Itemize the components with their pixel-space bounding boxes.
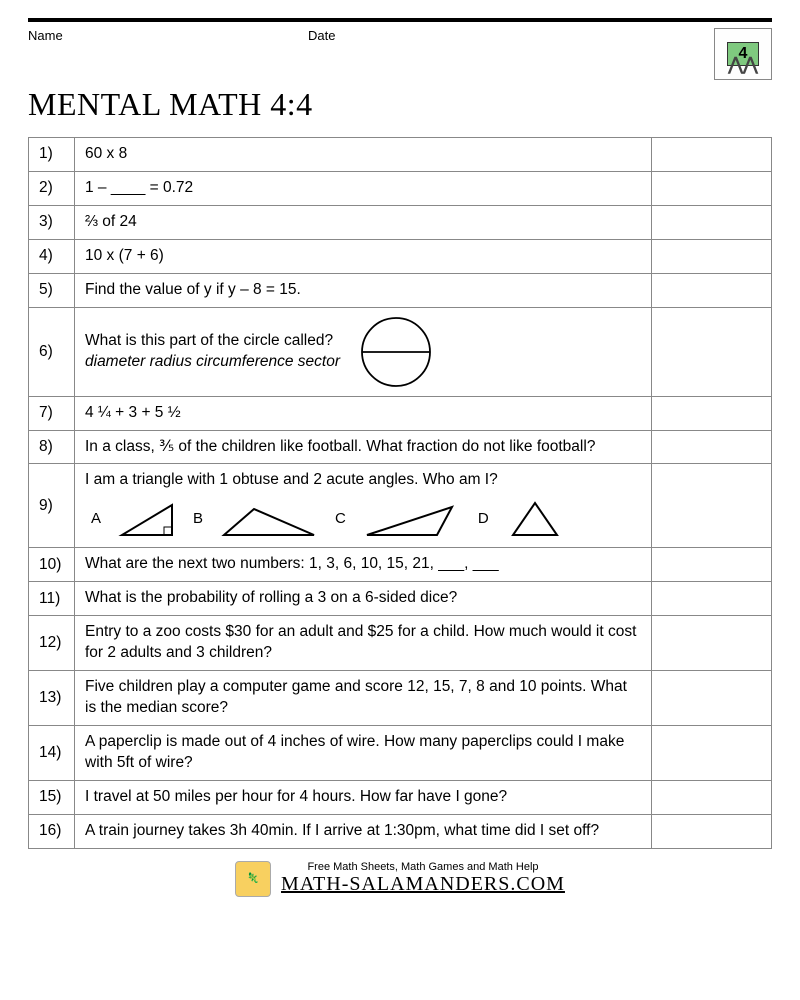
question-row: 1)60 x 8 [29,138,772,172]
question-row: 8)In a class, ⅗ of the children like foo… [29,430,772,464]
question-number: 13) [29,671,75,726]
question-number: 14) [29,725,75,780]
triangle-label: C [329,509,352,529]
triangle-option-icon [219,497,319,541]
easel-legs-icon: ⋀⋀ [728,54,758,75]
question-text: 60 x 8 [75,138,652,172]
question-number: 16) [29,814,75,848]
footer-brand: MATH-SALAMANDERS.COM [281,873,565,896]
question-text: ⅔ of 24 [75,205,652,239]
question-text: What is this part of the circle called?d… [75,307,652,396]
question-row: 3)⅔ of 24 [29,205,772,239]
question-number: 3) [29,205,75,239]
question-text: Find the value of y if y – 8 = 15. [75,273,652,307]
question-row: 6)What is this part of the circle called… [29,307,772,396]
question-row: 13)Five children play a computer game an… [29,671,772,726]
answer-cell[interactable] [652,548,772,582]
question-row: 15)I travel at 50 miles per hour for 4 h… [29,780,772,814]
question-number: 15) [29,780,75,814]
question-row: 2)1 – ____ = 0.72 [29,171,772,205]
question-text: In a class, ⅗ of the children like footb… [75,430,652,464]
question-text: Entry to a zoo costs $30 for an adult an… [75,616,652,671]
question-row: 16)A train journey takes 3h 40min. If I … [29,814,772,848]
question-row: 5)Find the value of y if y – 8 = 15. [29,273,772,307]
triangle-option-icon [362,497,462,541]
triangle-option-icon [505,497,565,541]
question-text: What is the probability of rolling a 3 o… [75,582,652,616]
question-row: 9)I am a triangle with 1 obtuse and 2 ac… [29,464,772,548]
answer-cell[interactable] [652,725,772,780]
circle-diagram-icon [358,314,434,390]
question-number: 9) [29,464,75,548]
question-text: What are the next two numbers: 1, 3, 6, … [75,548,652,582]
worksheet-title: MENTAL MATH 4:4 [28,86,772,123]
footer: 🦎 Free Math Sheets, Math Games and Math … [28,861,772,897]
grade-badge: 4 ⋀⋀ [714,28,772,80]
question-row: 14)A paperclip is made out of 4 inches o… [29,725,772,780]
triangle-option-icon [117,497,177,541]
question-number: 11) [29,582,75,616]
answer-cell[interactable] [652,396,772,430]
answer-cell[interactable] [652,273,772,307]
answer-cell[interactable] [652,780,772,814]
name-label: Name [28,28,308,43]
question-row: 4)10 x (7 + 6) [29,239,772,273]
triangle-label: B [187,509,209,529]
question-number: 1) [29,138,75,172]
answer-cell[interactable] [652,671,772,726]
answer-cell[interactable] [652,239,772,273]
question-row: 12)Entry to a zoo costs $30 for an adult… [29,616,772,671]
question-row: 10)What are the next two numbers: 1, 3, … [29,548,772,582]
answer-cell[interactable] [652,616,772,671]
question-text: 4 ¼ + 3 + 5 ½ [75,396,652,430]
question-text: I travel at 50 miles per hour for 4 hour… [75,780,652,814]
question-text: 1 – ____ = 0.72 [75,171,652,205]
question-number: 8) [29,430,75,464]
answer-cell[interactable] [652,171,772,205]
question-row: 7)4 ¼ + 3 + 5 ½ [29,396,772,430]
question-row: 11)What is the probability of rolling a … [29,582,772,616]
triangle-label: D [472,509,495,529]
question-number: 7) [29,396,75,430]
answer-cell[interactable] [652,307,772,396]
question-text: 10 x (7 + 6) [75,239,652,273]
question-number: 12) [29,616,75,671]
answer-cell[interactable] [652,138,772,172]
questions-table: 1)60 x 82)1 – ____ = 0.723)⅔ of 244)10 x… [28,137,772,849]
date-label: Date [308,28,714,43]
footer-tagline: Free Math Sheets, Math Games and Math He… [281,861,565,873]
triangle-label: A [85,509,107,529]
question-number: 2) [29,171,75,205]
worksheet-page: Name Date 4 ⋀⋀ MENTAL MATH 4:4 1)60 x 82… [0,0,800,907]
question-number: 5) [29,273,75,307]
question-number: 4) [29,239,75,273]
salamander-logo-icon: 🦎 [235,861,271,897]
question-text: Five children play a computer game and s… [75,671,652,726]
question-text: A paperclip is made out of 4 inches of w… [75,725,652,780]
answer-cell[interactable] [652,430,772,464]
question-number: 6) [29,307,75,396]
question-text: I am a triangle with 1 obtuse and 2 acut… [75,464,652,548]
answer-cell[interactable] [652,464,772,548]
question-number: 10) [29,548,75,582]
answer-cell[interactable] [652,814,772,848]
answer-cell[interactable] [652,205,772,239]
header-bar: Name Date 4 ⋀⋀ [28,18,772,80]
question-text: A train journey takes 3h 40min. If I arr… [75,814,652,848]
answer-cell[interactable] [652,582,772,616]
